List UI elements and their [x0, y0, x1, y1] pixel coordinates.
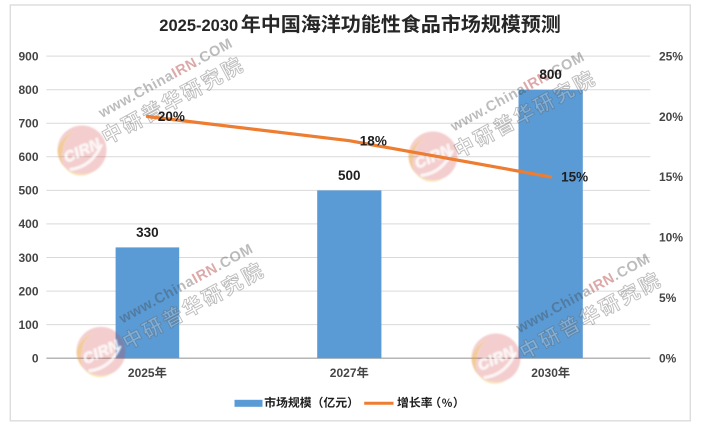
svg-text:2027: 2027	[330, 366, 357, 380]
svg-text:10%: 10%	[659, 231, 683, 245]
svg-text:300: 300	[18, 251, 38, 265]
svg-text:15%: 15%	[659, 170, 683, 184]
svg-text:400: 400	[18, 217, 38, 231]
svg-text:18%: 18%	[360, 133, 387, 148]
svg-text:15%: 15%	[561, 170, 588, 185]
svg-text:500: 500	[18, 184, 38, 198]
svg-text:800: 800	[539, 67, 562, 82]
svg-text:2025: 2025	[128, 366, 155, 380]
svg-text:2025-2030: 2025-2030	[159, 17, 238, 35]
svg-text:200: 200	[18, 284, 38, 298]
svg-text:2030: 2030	[531, 366, 558, 380]
svg-text:25%: 25%	[659, 49, 683, 63]
svg-text:0: 0	[32, 352, 39, 366]
svg-text:5%: 5%	[659, 291, 677, 305]
svg-text:20%: 20%	[158, 109, 185, 124]
svg-text:900: 900	[18, 49, 38, 63]
svg-text:330: 330	[136, 225, 159, 240]
svg-text:600: 600	[18, 150, 38, 164]
svg-text:0%: 0%	[659, 352, 677, 366]
svg-text:800: 800	[18, 83, 38, 97]
svg-text:20%: 20%	[659, 110, 683, 124]
svg-text:500: 500	[338, 168, 361, 183]
svg-text:100: 100	[18, 318, 38, 332]
svg-text:700: 700	[18, 117, 38, 131]
